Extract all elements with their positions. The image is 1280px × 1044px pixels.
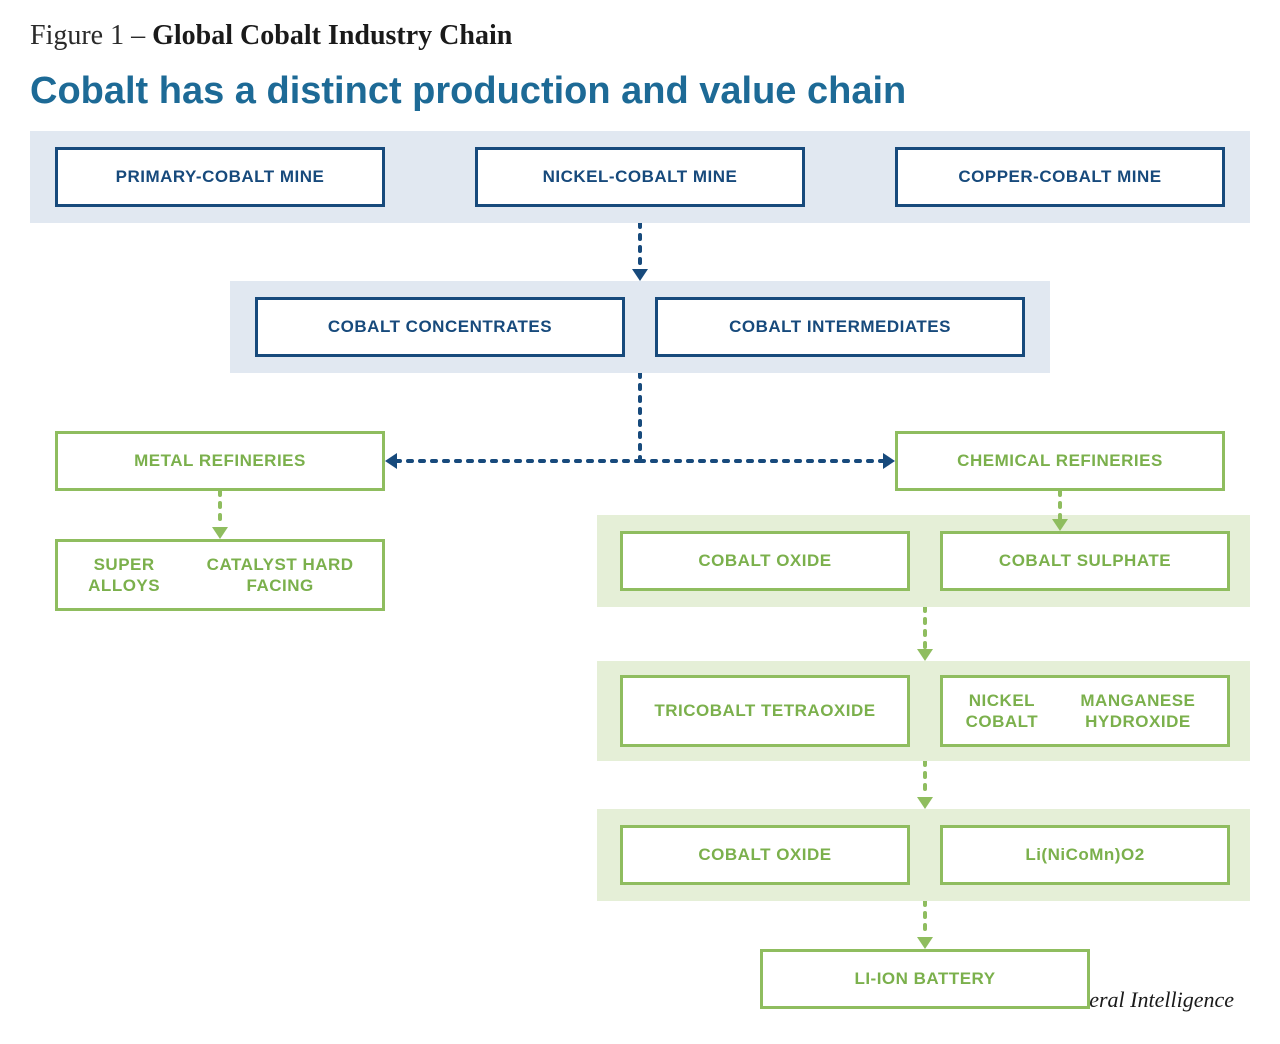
node-label-line: CATALYST HARD FACING [184,554,376,597]
node-nickel-mine: NICKEL-COBALT MINE [475,147,805,207]
row1-to-row2-arrow [913,607,937,661]
flowchart-diagram: PRIMARY-COBALT MINE NICKEL-COBALT MINE COP… [30,131,1250,981]
node-label-line: TRICOBALT TETRAOXIDE [654,700,875,721]
figure-label: Figure 1 – Global Cobalt Industry Chain [30,20,1250,52]
conc-to-split-arrow [628,373,652,461]
node-intermediates: COBALT INTERMEDIATES [655,297,1025,357]
node-metal-ref: METAL REFINERIES [55,431,385,491]
metal-to-alloys-arrow [208,491,232,539]
node-tricobalt: TRICOBALT TETRAOXIDE [620,675,910,747]
row2-to-row3-arrow [913,761,937,809]
node-chem-ref: CHEMICAL REFINERIES [895,431,1225,491]
node-copper-mine: COPPER-COBALT MINE [895,147,1225,207]
node-label-line: CHEMICAL REFINERIES [957,450,1163,471]
node-label-line: COBALT INTERMEDIATES [729,316,951,337]
split-left-arrow [385,449,640,473]
node-linicomn: Li(NiCoMn)O2 [940,825,1230,885]
node-oxide1: COBALT OXIDE [620,531,910,591]
row3-to-liion-arrow [913,901,937,949]
node-oxide2: COBALT OXIDE [620,825,910,885]
figure-number: Figure 1 – [30,20,152,51]
mines-to-conc-arrow [628,223,652,281]
node-label-line: METAL REFINERIES [134,450,306,471]
node-label-line: MANGANESE HYDROXIDE [1055,690,1221,733]
node-super-alloys: SUPER ALLOYSCATALYST HARD FACING [55,539,385,611]
node-label-line: SUPER ALLOYS [64,554,184,597]
node-label-line: COBALT SULPHATE [999,550,1171,571]
node-label-line: LI-ION BATTERY [854,968,995,989]
node-label-line: COBALT CONCENTRATES [328,316,552,337]
node-label-line: COPPER-COBALT MINE [958,166,1161,187]
node-label-line: COBALT OXIDE [698,550,831,571]
figure-subtitle: Cobalt has a distinct production and val… [30,70,1250,113]
figure-title: Global Cobalt Industry Chain [152,20,512,51]
node-label-line: NICKEL COBALT [949,690,1055,733]
split-right-arrow [640,449,895,473]
node-label-line: PRIMARY-COBALT MINE [116,166,325,187]
node-ncmh: NICKEL COBALTMANGANESE HYDROXIDE [940,675,1230,747]
node-label-line: COBALT OXIDE [698,844,831,865]
node-primary-mine: PRIMARY-COBALT MINE [55,147,385,207]
node-label-line: Li(NiCoMn)O2 [1025,844,1144,865]
node-sulphate: COBALT SULPHATE [940,531,1230,591]
node-concentrates: COBALT CONCENTRATES [255,297,625,357]
node-liion: LI-ION BATTERY [760,949,1090,1009]
node-label-line: NICKEL-COBALT MINE [543,166,738,187]
